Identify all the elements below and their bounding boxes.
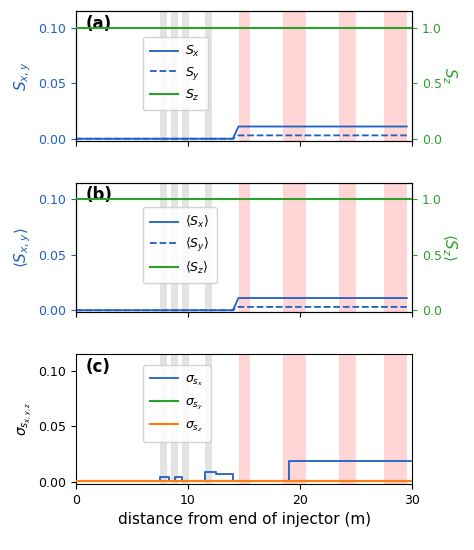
Bar [283, 354, 306, 484]
Bar [339, 11, 356, 141]
Bar [182, 183, 189, 312]
Bar [171, 354, 178, 484]
Bar [160, 183, 167, 312]
Y-axis label: $S_z$: $S_z$ [440, 67, 459, 85]
Text: (a): (a) [86, 15, 112, 33]
Bar [171, 183, 178, 312]
Bar [384, 354, 407, 484]
Bar [182, 354, 189, 484]
Bar [238, 183, 250, 312]
Bar [238, 354, 250, 484]
Bar [384, 183, 407, 312]
Legend: $S_x$, $S_y$, $S_z$: $S_x$, $S_y$, $S_z$ [143, 37, 208, 110]
Bar [339, 354, 356, 484]
Bar [283, 11, 306, 141]
Bar [205, 354, 211, 484]
Bar [283, 183, 306, 312]
Y-axis label: $\sigma_{s_{x,y,z}}$: $\sigma_{s_{x,y,z}}$ [16, 402, 33, 436]
Y-axis label: $\langle S_z\rangle$: $\langle S_z\rangle$ [440, 233, 459, 262]
Y-axis label: $\langle S_{x,y}\rangle$: $\langle S_{x,y}\rangle$ [12, 227, 33, 268]
Bar [339, 183, 356, 312]
Text: (c): (c) [86, 358, 111, 376]
Bar [171, 11, 178, 141]
Text: (b): (b) [86, 186, 113, 205]
Y-axis label: $S_{x,y}$: $S_{x,y}$ [12, 61, 33, 91]
X-axis label: distance from end of injector (m): distance from end of injector (m) [118, 512, 371, 527]
Bar [182, 11, 189, 141]
Legend: $\sigma_{s_x}$, $\sigma_{s_y}$, $\sigma_{s_z}$: $\sigma_{s_x}$, $\sigma_{s_y}$, $\sigma_… [143, 365, 211, 442]
Legend: $\langle S_x\rangle$, $\langle S_y\rangle$, $\langle S_z\rangle$: $\langle S_x\rangle$, $\langle S_y\rangl… [143, 207, 217, 283]
Bar [205, 183, 211, 312]
Bar [384, 11, 407, 141]
Bar [205, 11, 211, 141]
Bar [160, 354, 167, 484]
Bar [238, 11, 250, 141]
Bar [160, 11, 167, 141]
